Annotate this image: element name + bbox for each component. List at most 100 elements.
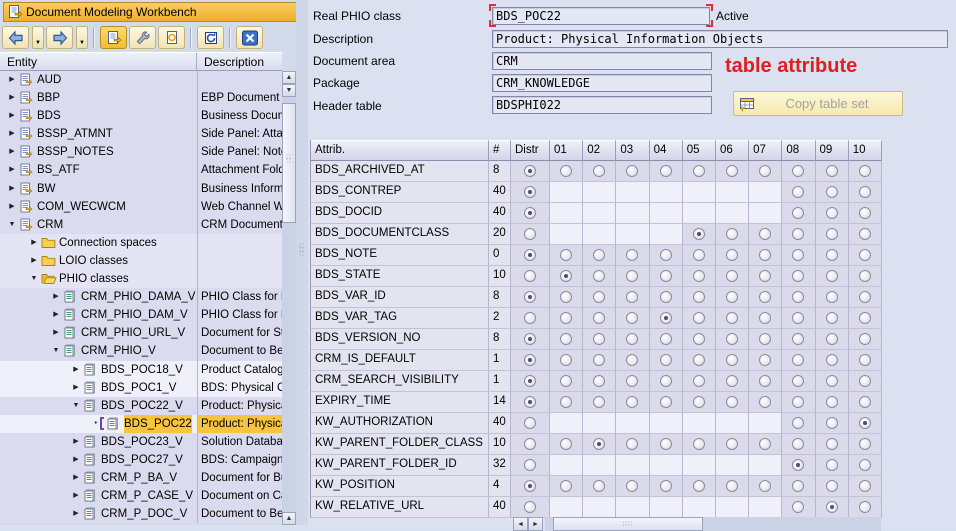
radio-unselected[interactable] (659, 438, 672, 450)
radio-unselected[interactable] (825, 396, 838, 408)
radio-unselected[interactable] (858, 354, 871, 366)
radio-unselected[interactable] (524, 459, 536, 471)
radio-unselected[interactable] (759, 270, 772, 282)
attribute-name[interactable]: BDS_DOCID (311, 203, 489, 224)
radio-unselected[interactable] (858, 396, 871, 408)
scroll-right-icon[interactable]: ► (528, 517, 543, 531)
radio-unselected[interactable] (825, 249, 838, 261)
attribute-name[interactable]: KW_AUTHORIZATION (311, 413, 489, 434)
radio-unselected[interactable] (792, 165, 805, 177)
tree-toggle-icon[interactable]: ▶ (9, 76, 15, 83)
tree-toggle-icon[interactable]: ▶ (73, 365, 79, 373)
radio-unselected[interactable] (858, 270, 871, 282)
radio-selected[interactable] (524, 207, 536, 219)
radio-unselected[interactable] (825, 480, 838, 492)
tree-row-crm-p-doc-v[interactable]: ▶ CRM_P_DOC_V Document to Be (0, 505, 282, 524)
scroll-left-icon[interactable]: ◄ (513, 517, 528, 531)
radio-unselected[interactable] (626, 165, 639, 177)
tree-row-aud[interactable]: ▶ AUD (0, 71, 282, 90)
radio-unselected[interactable] (593, 480, 606, 492)
radio-selected[interactable] (858, 417, 871, 429)
tree-toggle-icon[interactable]: ▶ (73, 510, 79, 518)
attribute-name[interactable]: BDS_DOCUMENTCLASS (311, 224, 489, 245)
radio-unselected[interactable] (659, 396, 672, 408)
column-header[interactable]: 07 (749, 140, 783, 161)
tree-row-loio-classes[interactable]: ▶ LOIO classes (0, 251, 282, 271)
radio-unselected[interactable] (858, 333, 871, 345)
tree-toggle-icon[interactable]: ▶ (53, 329, 59, 337)
hscrollbar-thumb[interactable]: ∷∷ (553, 517, 703, 531)
radio-unselected[interactable] (524, 270, 536, 282)
radio-unselected[interactable] (593, 249, 606, 261)
radio-unselected[interactable] (626, 333, 639, 345)
radio-unselected[interactable] (858, 291, 871, 303)
tree-row-crm[interactable]: ▼ CRM CRM Documents (0, 215, 282, 234)
radio-unselected[interactable] (792, 270, 805, 282)
radio-unselected[interactable] (659, 354, 672, 366)
radio-unselected[interactable] (524, 438, 536, 450)
radio-unselected[interactable] (858, 312, 871, 324)
radio-unselected[interactable] (759, 375, 772, 387)
radio-unselected[interactable] (759, 438, 772, 450)
copy-table-set-button[interactable]: Copy table set (733, 91, 903, 116)
tree-row-bds-poc1-v[interactable]: ▶ BDS_POC1_V BDS: Physical Ob (0, 378, 282, 397)
back-button[interactable] (2, 26, 29, 49)
radio-unselected[interactable] (593, 312, 606, 324)
radio-unselected[interactable] (593, 270, 606, 282)
tree-toggle-icon[interactable]: ▶ (73, 455, 79, 463)
description-column-header[interactable]: Description (204, 55, 265, 69)
package-field[interactable]: CRM_KNOWLEDGE (492, 74, 712, 92)
attribute-name[interactable]: BDS_VERSION_NO (311, 329, 489, 350)
column-header[interactable]: 09 (815, 140, 849, 161)
radio-unselected[interactable] (626, 396, 639, 408)
tree-toggle-icon[interactable]: ▶ (53, 311, 59, 319)
radio-selected[interactable] (524, 375, 536, 387)
forward-button[interactable] (46, 26, 73, 49)
tree-row-bds-poc22[interactable]: · BDS_POC22 Product: Physica (0, 414, 282, 433)
pane-splitter[interactable]: ∷ ∷ ∷ (296, 0, 308, 525)
attribute-name[interactable]: KW_PARENT_FOLDER_CLASS (311, 434, 489, 455)
radio-unselected[interactable] (560, 396, 573, 408)
radio-unselected[interactable] (692, 165, 705, 177)
radio-unselected[interactable] (726, 291, 739, 303)
radio-unselected[interactable] (593, 375, 606, 387)
attribute-name[interactable]: BDS_VAR_ID (311, 287, 489, 308)
radio-unselected[interactable] (825, 354, 838, 366)
radio-unselected[interactable] (792, 228, 805, 240)
radio-unselected[interactable] (825, 165, 838, 177)
radio-unselected[interactable] (560, 354, 573, 366)
radio-unselected[interactable] (692, 333, 705, 345)
radio-unselected[interactable] (825, 375, 838, 387)
radio-unselected[interactable] (759, 333, 772, 345)
radio-unselected[interactable] (692, 312, 705, 324)
radio-selected[interactable] (825, 501, 838, 513)
radio-selected[interactable] (524, 165, 536, 177)
radio-unselected[interactable] (560, 333, 573, 345)
tree-row-crm-p-ba-v[interactable]: ▶ CRM_P_BA_V Document for Bu (0, 469, 282, 488)
attribute-name[interactable]: BDS_NOTE (311, 245, 489, 266)
tree-toggle-icon[interactable]: ▶ (9, 166, 15, 174)
radio-unselected[interactable] (524, 501, 536, 513)
radio-unselected[interactable] (759, 291, 772, 303)
radio-unselected[interactable] (560, 375, 573, 387)
radio-unselected[interactable] (858, 438, 871, 450)
tree-toggle-icon[interactable]: ▶ (9, 148, 15, 156)
attribute-name[interactable]: BDS_STATE (311, 266, 489, 287)
radio-unselected[interactable] (759, 354, 772, 366)
radio-unselected[interactable] (524, 312, 536, 324)
tree-toggle-icon[interactable]: ▼ (8, 220, 16, 228)
attribute-name[interactable]: KW_PARENT_FOLDER_ID (311, 455, 489, 476)
radio-unselected[interactable] (825, 228, 838, 240)
radio-unselected[interactable] (692, 396, 705, 408)
radio-unselected[interactable] (858, 186, 871, 198)
tree-row-bds[interactable]: ▶ BDS Business Docume (0, 107, 282, 126)
radio-unselected[interactable] (792, 417, 805, 429)
radio-unselected[interactable] (560, 312, 573, 324)
radio-selected[interactable] (524, 186, 536, 198)
radio-unselected[interactable] (726, 333, 739, 345)
radio-unselected[interactable] (593, 354, 606, 366)
radio-selected[interactable] (792, 459, 805, 471)
radio-unselected[interactable] (560, 249, 573, 261)
tree-row-bds-poc18-v[interactable]: ▶ BDS_POC18_V Product Catalog: (0, 360, 282, 379)
radio-unselected[interactable] (792, 291, 805, 303)
